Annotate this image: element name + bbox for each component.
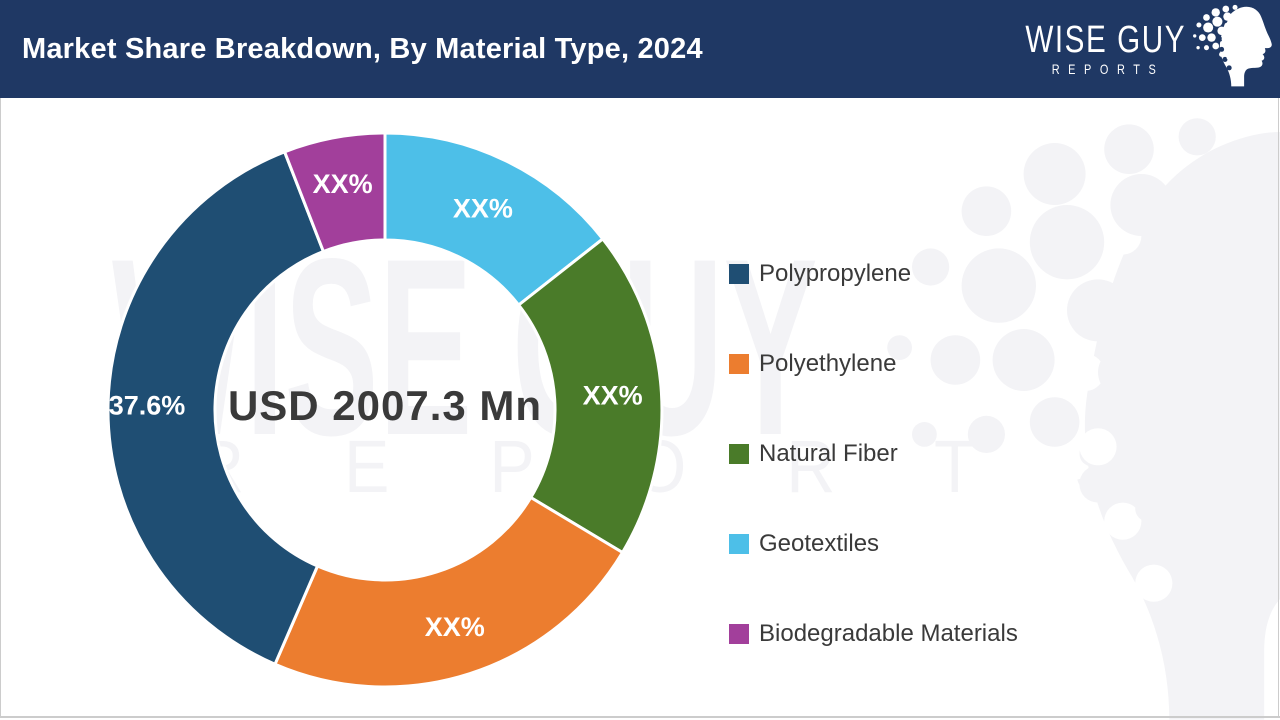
segment-value-label-polyethylene: XX% [425, 612, 485, 642]
brand-logo-subname: REPORTS [1051, 60, 1165, 77]
legend-label: Geotextiles [759, 530, 880, 557]
legend-item-geotextiles: Geotextiles [729, 530, 1018, 558]
segment-value-label-polypropylene: 37.6% [109, 391, 186, 421]
legend-swatch-biodegradable-materials [729, 624, 749, 644]
legend-item-polyethylene: Polyethylene [729, 350, 1018, 378]
legend-swatch-polyethylene [729, 354, 749, 374]
legend-label: Natural Fiber [759, 440, 898, 467]
legend-swatch-natural-fiber [729, 444, 749, 464]
legend-item-polypropylene: Polypropylene [729, 260, 1018, 288]
brand-logo-text: WISE GUY REPORTS [1025, 18, 1186, 77]
segment-value-label-biodegradable-materials: XX% [313, 169, 373, 199]
legend-label: Polyethylene [759, 350, 897, 377]
segment-value-label-natural-fiber: XX% [583, 381, 643, 411]
donut-segment-natural-fiber [516, 236, 664, 555]
donut-segment-biodegradable-materials [282, 131, 387, 254]
page-title: Market Share Breakdown, By Material Type… [22, 32, 703, 65]
legend-label: Polypropylene [759, 260, 912, 287]
brand-logo: WISE GUY REPORTS [980, 0, 1272, 98]
legend-label: Biodegradable Materials [759, 620, 1018, 647]
legend-item-biodegradable-materials: Biodegradable Materials [729, 620, 1018, 648]
legend-swatch-geotextiles [729, 534, 749, 554]
left-border-line [0, 98, 1, 716]
header-bar: Market Share Breakdown, By Material Type… [0, 0, 1280, 98]
legend-item-natural-fiber: Natural Fiber [729, 440, 1018, 468]
right-border-line [1278, 98, 1279, 716]
chart-center-value: USD 2007.3 Mn [227, 382, 543, 429]
donut-segment-polyethylene [273, 495, 625, 689]
bottom-border-line [0, 716, 1280, 718]
brand-logo-face-icon [1193, 4, 1272, 87]
legend-swatch-polypropylene [729, 264, 749, 284]
brand-logo-name: WISE GUY [1025, 18, 1186, 61]
segment-value-label-geotextiles: XX% [453, 194, 513, 224]
chart-legend: Polypropylene Polyethylene Natural Fiber Ge… [729, 260, 1018, 648]
donut-segment-polypropylene [106, 149, 326, 667]
